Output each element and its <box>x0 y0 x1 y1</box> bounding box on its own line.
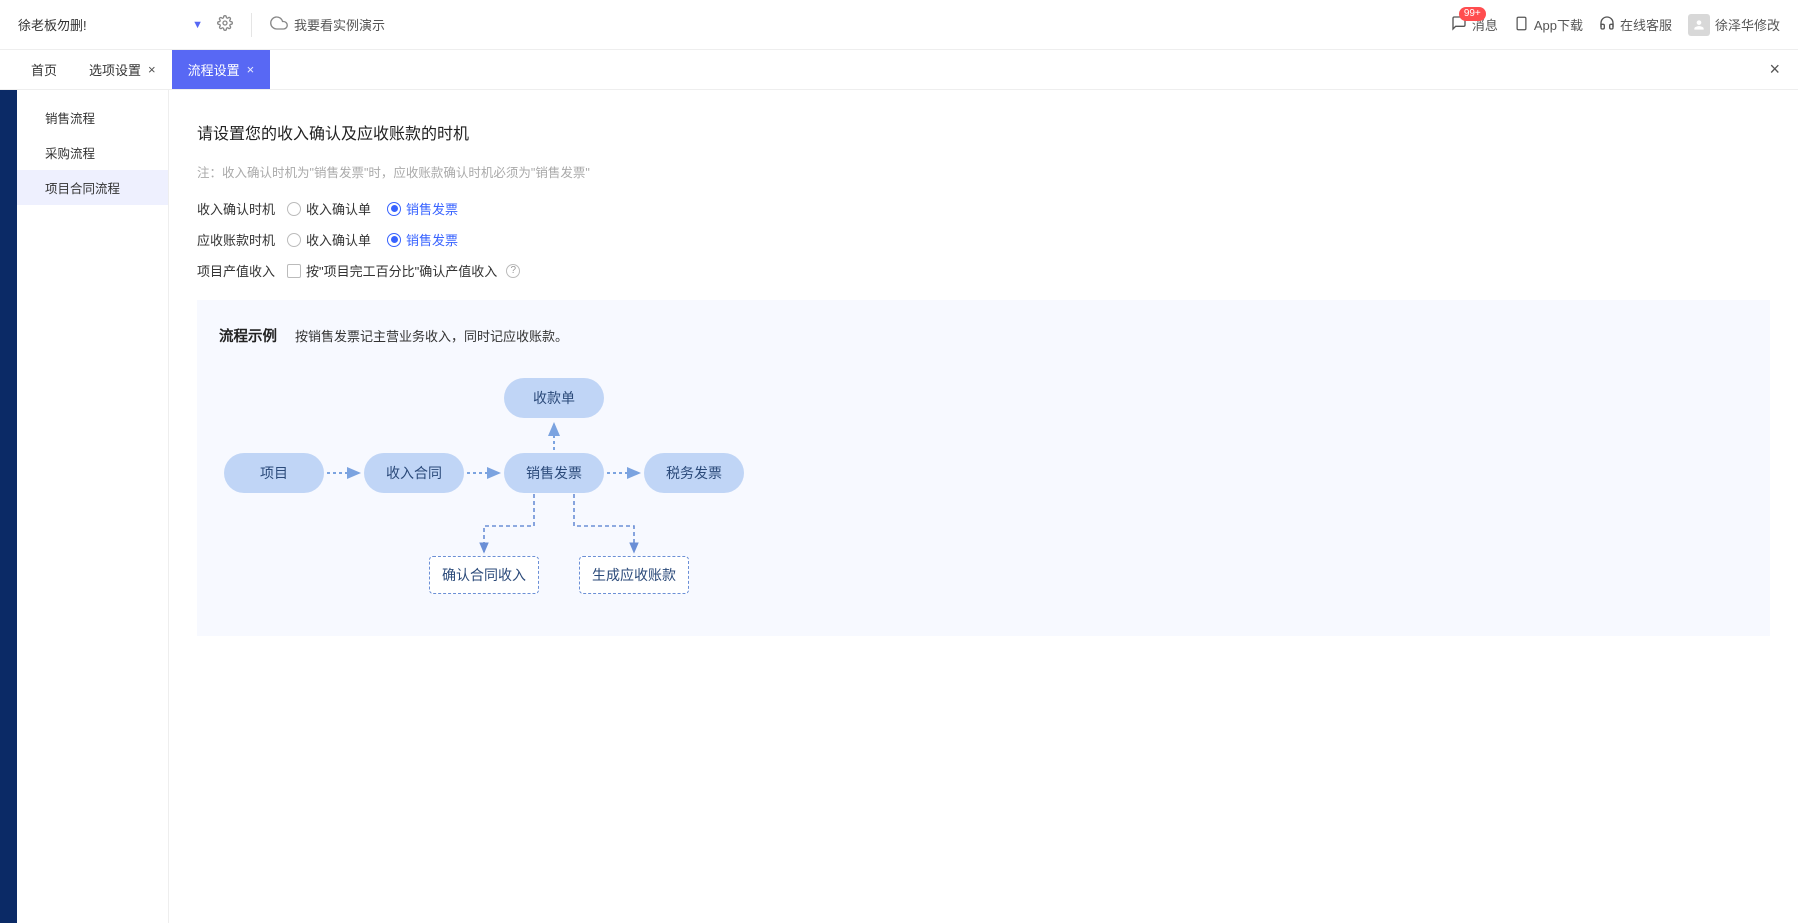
username-label: 徐泽华修改 <box>1715 15 1780 34</box>
tab-bar-close-button[interactable]: × <box>1761 50 1788 89</box>
body: 销售流程 采购流程 项目合同流程 请设置您的收入确认及应收账款的时机 注：收入确… <box>0 90 1798 923</box>
user-menu[interactable]: 徐泽华修改 <box>1688 14 1780 36</box>
radio-sales-invoice[interactable]: 销售发票 <box>387 199 458 218</box>
demo-link[interactable]: 我要看实例演示 <box>270 14 385 35</box>
page-title: 请设置您的收入确认及应收账款的时机 <box>197 120 1770 144</box>
org-selector[interactable]: 徐老板勿删! ▼ <box>18 15 233 34</box>
tab-option-settings[interactable]: 选项设置 × <box>73 50 172 89</box>
form-label: 收入确认时机 <box>197 199 287 218</box>
flow-example-panel: 流程示例 按销售发票记主营业务收入，同时记应收账款。 <box>197 300 1770 636</box>
phone-icon <box>1514 16 1529 34</box>
side-nav: 销售流程 采购流程 项目合同流程 <box>17 90 169 923</box>
content: 请设置您的收入确认及应收账款的时机 注：收入确认时机为"销售发票"时，应收账款确… <box>169 90 1798 923</box>
radio-label: 收入确认单 <box>306 199 371 218</box>
node-tax-invoice: 税务发票 <box>644 453 744 493</box>
sidebar-item-sales-process[interactable]: 销售流程 <box>17 100 168 135</box>
tab-process-settings[interactable]: 流程设置 × <box>172 50 271 89</box>
tab-bar: 首页 选项设置 × 流程设置 × × <box>0 50 1798 90</box>
cloud-icon <box>270 14 288 35</box>
app-download-label: App下载 <box>1534 15 1583 34</box>
sidebar-item-purchase-process[interactable]: 采购流程 <box>17 135 168 170</box>
checkbox-percent-complete[interactable]: 按"项目完工百分比"确认产值收入 ? <box>287 261 520 280</box>
checkbox-icon <box>287 264 301 278</box>
radio-label: 销售发票 <box>406 230 458 249</box>
row-receivable-time: 应收账款时机 收入确认单 销售发票 <box>197 230 1770 249</box>
left-strip <box>0 90 17 923</box>
online-service-label: 在线客服 <box>1620 15 1672 34</box>
note-text: 注：收入确认时机为"销售发票"时，应收账款确认时机必须为"销售发票" <box>197 162 1770 181</box>
radio-sales-invoice[interactable]: 销售发票 <box>387 230 458 249</box>
flow-diagram: 项目 收入合同 销售发票 税务发票 收款单 确认合同收入 生成应收账款 <box>219 376 1748 596</box>
node-receipt: 收款单 <box>504 378 604 418</box>
help-icon[interactable]: ? <box>506 264 520 278</box>
divider <box>251 13 252 37</box>
radio-icon <box>387 202 401 216</box>
headset-icon <box>1599 15 1615 34</box>
form-label: 项目产值收入 <box>197 261 287 280</box>
org-name: 徐老板勿删! <box>18 15 87 34</box>
close-icon[interactable]: × <box>148 62 156 77</box>
radio-icon <box>287 233 301 247</box>
checkbox-label: 按"项目完工百分比"确认产值收入 <box>306 261 497 280</box>
sidebar-item-project-contract-process[interactable]: 项目合同流程 <box>17 170 168 205</box>
app-download-link[interactable]: App下载 <box>1514 15 1583 34</box>
tab-label: 流程设置 <box>188 60 240 79</box>
tab-label: 选项设置 <box>89 60 141 79</box>
radio-income-confirm-doc[interactable]: 收入确认单 <box>287 230 371 249</box>
flow-desc: 按销售发票记主营业务收入，同时记应收账款。 <box>295 326 568 345</box>
top-header: 徐老板勿删! ▼ 我要看实例演示 99+ 消息 App下载 <box>0 0 1798 50</box>
demo-link-label: 我要看实例演示 <box>294 15 385 34</box>
flow-title: 流程示例 <box>219 325 277 346</box>
node-project: 项目 <box>224 453 324 493</box>
tab-label: 首页 <box>31 60 57 79</box>
header-right: 99+ 消息 App下载 在线客服 徐泽华修改 <box>1451 14 1780 36</box>
form-label: 应收账款时机 <box>197 230 287 249</box>
radio-label: 收入确认单 <box>306 230 371 249</box>
chevron-down-icon: ▼ <box>192 19 203 31</box>
message-badge: 99+ <box>1459 7 1486 21</box>
online-service-link[interactable]: 在线客服 <box>1599 15 1672 34</box>
close-icon[interactable]: × <box>247 62 255 77</box>
radio-icon <box>287 202 301 216</box>
message-link[interactable]: 99+ 消息 <box>1451 15 1498 34</box>
node-sales-invoice: 销售发票 <box>504 453 604 493</box>
gear-icon[interactable] <box>217 15 233 34</box>
node-confirm-income: 确认合同收入 <box>429 556 539 594</box>
avatar <box>1688 14 1710 36</box>
row-income-time: 收入确认时机 收入确认单 销售发票 <box>197 199 1770 218</box>
node-gen-receivable: 生成应收账款 <box>579 556 689 594</box>
radio-label: 销售发票 <box>406 199 458 218</box>
node-income-contract: 收入合同 <box>364 453 464 493</box>
radio-icon <box>387 233 401 247</box>
radio-income-confirm-doc[interactable]: 收入确认单 <box>287 199 371 218</box>
tab-home[interactable]: 首页 <box>15 50 73 89</box>
row-project-value: 项目产值收入 按"项目完工百分比"确认产值收入 ? <box>197 261 1770 280</box>
